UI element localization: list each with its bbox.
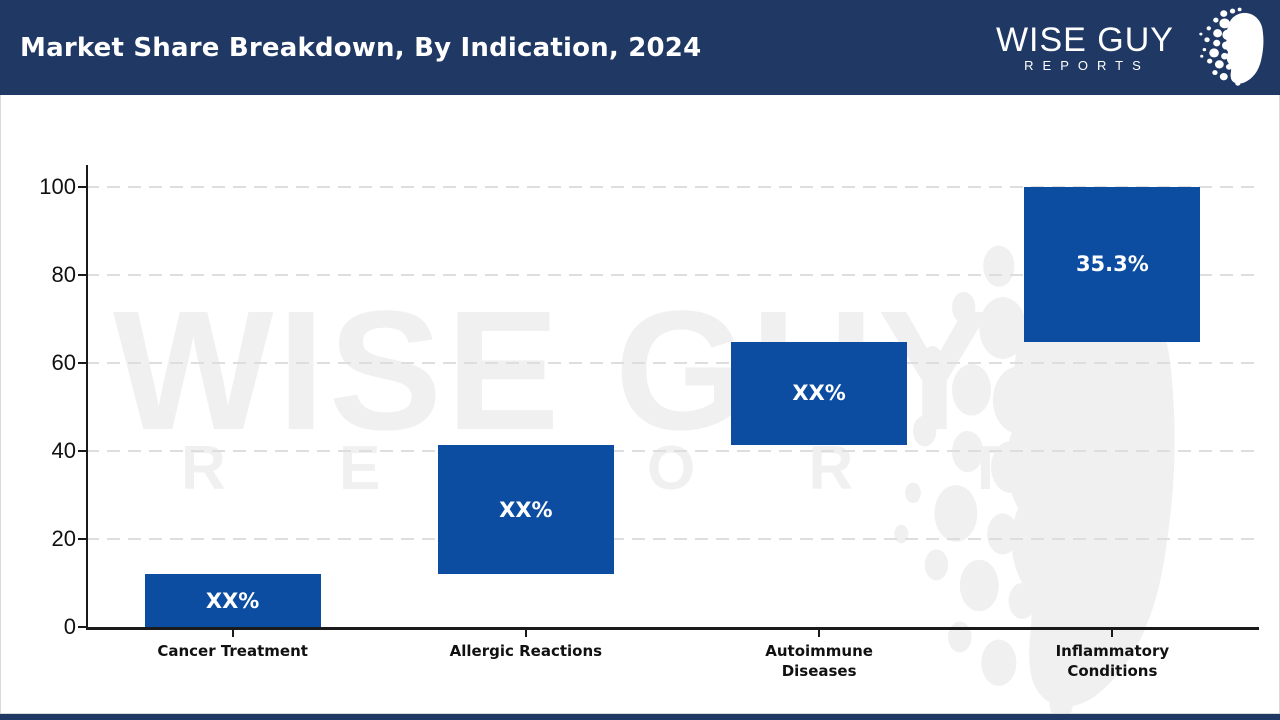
bar: 35.3% (1024, 187, 1201, 342)
x-category-label: Autoimmune Diseases (699, 641, 939, 681)
bar-value-label: XX% (792, 381, 846, 406)
gridline (86, 186, 1259, 188)
x-category-label-line: Cancer Treatment (157, 642, 308, 660)
y-tick-label: 40 (51, 438, 76, 463)
y-tick-label: 20 (51, 526, 76, 551)
y-tick-label: 60 (51, 350, 76, 375)
bar: XX% (731, 341, 908, 445)
x-category-label-line: Inflammatory (1055, 642, 1170, 660)
x-category-label-line: Conditions (1067, 662, 1158, 680)
y-axis-tick (78, 450, 86, 452)
x-axis-tick (818, 630, 821, 637)
bar-value-label: XX% (499, 497, 553, 522)
y-tick-label: 0 (63, 614, 76, 639)
x-category-label: Cancer Treatment (113, 641, 353, 661)
x-category-label: Allergic Reactions (406, 641, 646, 661)
footer-bar (0, 714, 1280, 720)
y-axis-tick (78, 362, 86, 364)
x-axis-tick (1111, 630, 1114, 637)
logo-wordmark-primary: WISE GUY (995, 20, 1174, 59)
gridline (86, 274, 1259, 276)
y-axis-line (86, 165, 88, 629)
x-axis-tick (231, 630, 234, 637)
y-axis-tick (78, 538, 86, 540)
y-tick-label: 100 (39, 174, 76, 199)
bar: XX% (437, 444, 614, 575)
x-category-label-line: Autoimmune (765, 642, 873, 660)
plot-area: 0 20 40 60 80 100 XX% Cancer Treatment XX% Allerg… (1, 95, 1279, 713)
x-axis-tick (524, 630, 527, 637)
y-axis-tick (78, 274, 86, 276)
head-silhouette-icon (1199, 7, 1264, 86)
page-title: Market Share Breakdown, By Indication, 2… (20, 32, 702, 63)
chart-canvas: WISE GUY R E P O R T S 0 20 40 60 80 100 XX% Ca… (0, 95, 1280, 714)
logo-wordmark: WISE GUY REPORTS (996, 22, 1174, 74)
x-category-label-line: Allergic Reactions (449, 642, 603, 660)
logo-wordmark-secondary: REPORTS (1024, 57, 1150, 73)
y-tick-label: 80 (51, 262, 76, 287)
bar-value-label: 35.3% (1075, 252, 1149, 277)
bar-value-label: XX% (205, 588, 260, 613)
gridline (86, 362, 1259, 364)
gridline (86, 538, 1259, 540)
y-axis-tick (78, 186, 86, 188)
x-axis-line (86, 627, 1259, 630)
x-category-label-line: Diseases (781, 662, 857, 680)
bar: XX% (144, 574, 321, 627)
x-category-label: Inflammatory Conditions (992, 641, 1232, 681)
y-axis-tick (78, 626, 86, 628)
gridline (86, 450, 1259, 452)
wiseguy-logo: WISE GUY REPORTS (996, 7, 1266, 89)
header-banner: Market Share Breakdown, By Indication, 2… (0, 0, 1280, 95)
